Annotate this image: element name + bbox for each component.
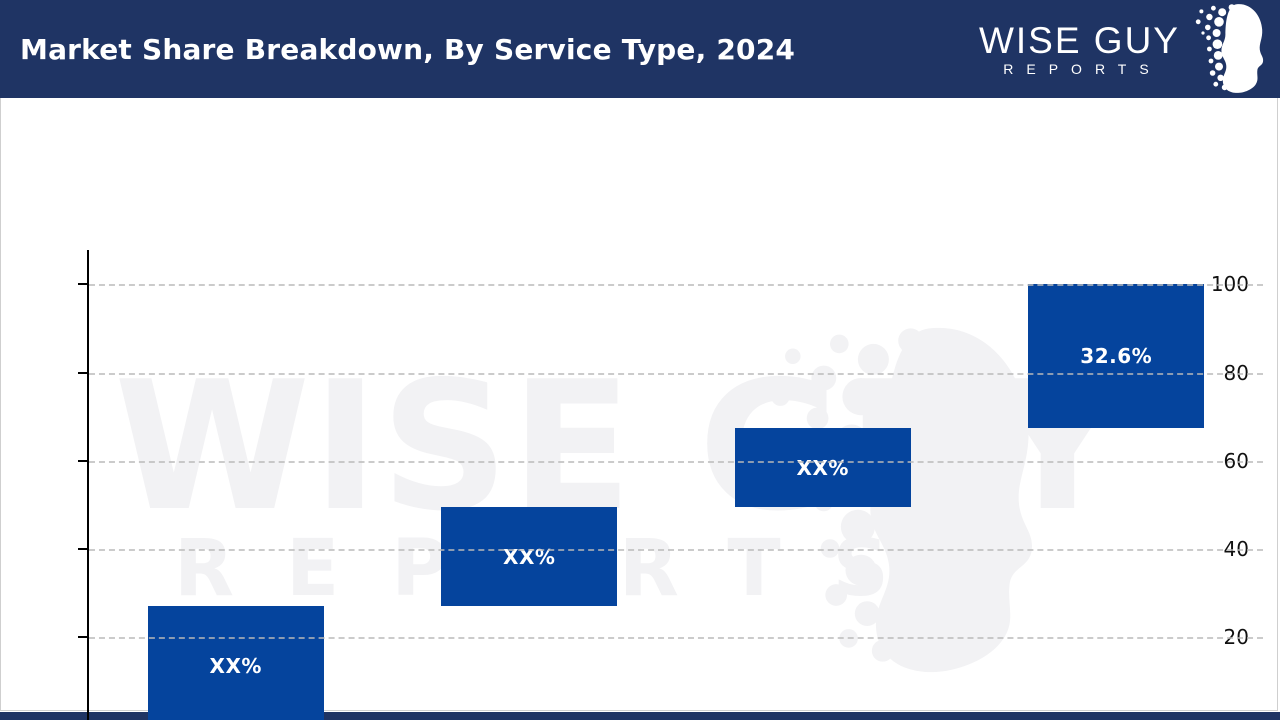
bar-segment: XX% xyxy=(441,507,618,607)
y-axis-line xyxy=(87,250,89,720)
footer-band xyxy=(0,712,1280,720)
gridline xyxy=(89,548,1263,551)
y-tick-mark xyxy=(78,547,87,550)
y-tick-mark xyxy=(78,371,87,374)
dotted-face-logo-icon xyxy=(1195,4,1264,93)
bar-value-label: XX% xyxy=(796,455,849,480)
brand-logo-text: WISE GUY REPORTS xyxy=(979,22,1180,76)
bar-segment: XX% xyxy=(734,428,911,508)
brand-logo: WISE GUY REPORTS xyxy=(979,0,1270,98)
bar-value-label: 32.6% xyxy=(1080,344,1153,369)
bar-segment: XX% xyxy=(147,606,324,720)
bar-segment: 32.6% xyxy=(1028,284,1205,429)
bar-value-label: XX% xyxy=(209,653,262,678)
brand-subtitle: REPORTS xyxy=(1003,61,1162,77)
page-title: Market Share Breakdown, By Service Type,… xyxy=(20,32,796,66)
gridline xyxy=(89,372,1263,375)
header-band: Market Share Breakdown, By Service Type,… xyxy=(0,0,1280,98)
brand-name: WISE GUY xyxy=(978,20,1180,61)
gridline xyxy=(89,460,1263,463)
chart-canvas: WISE GUY REPORTS XX%XX%XX%32.6% xyxy=(0,98,1278,720)
y-tick-mark xyxy=(78,283,87,286)
gridline xyxy=(89,284,1263,287)
y-tick-mark xyxy=(78,635,87,638)
plot-area: WISE GUY REPORTS XX%XX%XX%32.6% xyxy=(78,250,1263,720)
gridline xyxy=(89,636,1263,639)
y-tick-mark xyxy=(78,459,87,462)
bar-value-label: XX% xyxy=(503,544,556,569)
